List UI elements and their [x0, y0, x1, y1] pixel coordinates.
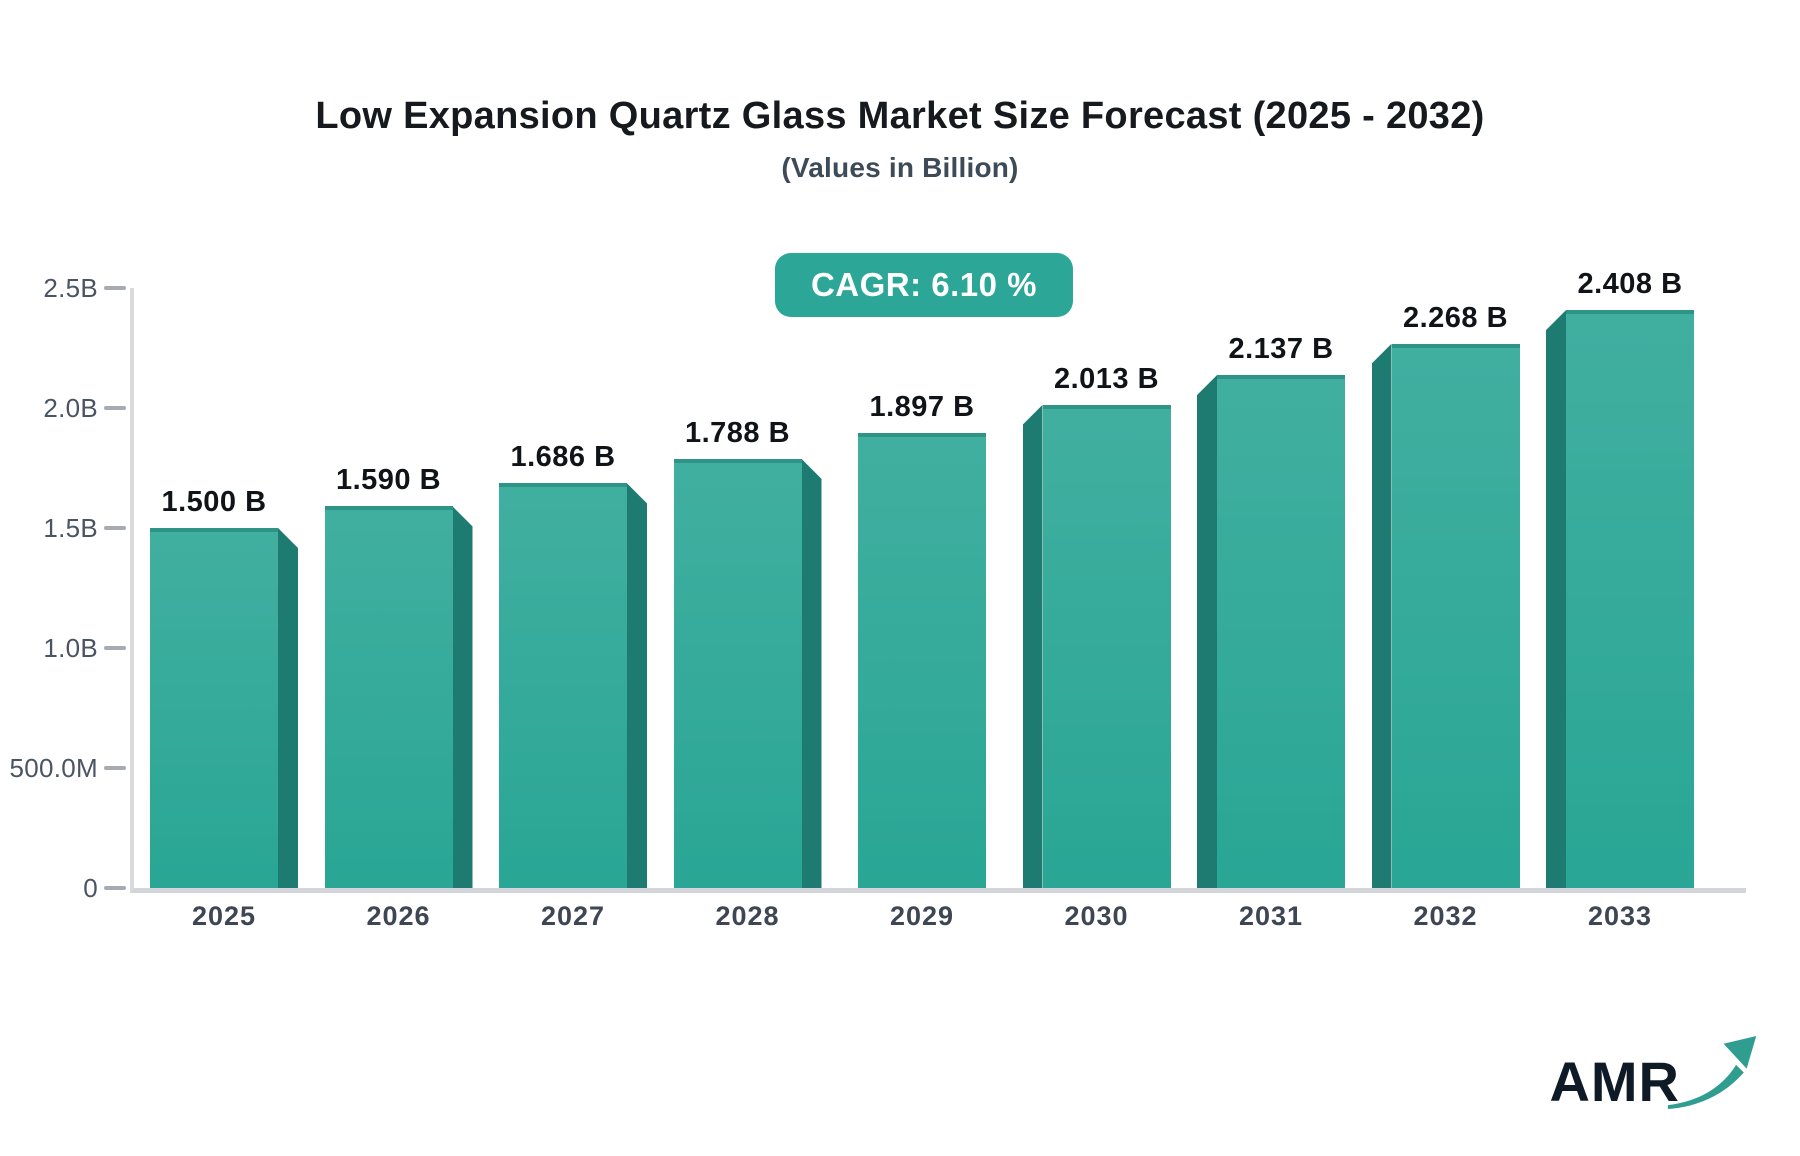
x-tick-label: 2030 [1064, 901, 1129, 931]
plot-area: 1.500 B 1.590 B 1.686 B 1.788 B 1.897 B 2.013… [130, 268, 1746, 893]
bar-2026: 1.590 B [324, 464, 473, 888]
x-tick-label: 2029 [889, 901, 955, 931]
bar-2029: 1.897 B [848, 391, 996, 888]
bar-side-face [1371, 343, 1392, 888]
trend-arrow-icon [1667, 1036, 1757, 1109]
x-tick-label: 2031 [1238, 901, 1304, 931]
bar-value-label: 1.897 B [869, 390, 975, 423]
bar-value-label: 2.408 B [1577, 268, 1683, 301]
x-tick-label: 2025 [191, 901, 257, 931]
bar-side-face [452, 506, 473, 888]
x-tick-label: 2027 [540, 901, 606, 931]
bar-2027: 1.686 B [499, 441, 647, 888]
y-tick-label: 1.0B [43, 633, 98, 663]
bar-face [499, 483, 627, 888]
bar-2025: 1.500 B [150, 486, 298, 888]
bar-value-label: 1.788 B [684, 416, 791, 449]
x-tick-label: 2033 [1587, 901, 1653, 931]
bar-2030: 2.013 B [1022, 363, 1171, 888]
y-tick-label: 2.5B [43, 273, 98, 303]
y-tick-dash [104, 406, 126, 410]
y-tick-dash [104, 286, 126, 290]
y-tick-dash [104, 766, 126, 770]
bar-face [673, 458, 802, 888]
bar-side-face [278, 528, 298, 888]
chart-subtitle: (Values in Billion) [781, 152, 1019, 183]
y-tick-dash [104, 526, 126, 530]
bar-value-label: 2.268 B [1402, 301, 1509, 334]
x-tick-label: 2028 [715, 901, 780, 931]
bar-2031: 2.137 B [1197, 333, 1345, 888]
amr-logo-text: AMR [1549, 1050, 1680, 1113]
x-axis: 2025 2026 2027 2028 2029 2030 2031 2032 2033 [134, 901, 1746, 941]
bar-2033: 2.408 B [1546, 268, 1694, 888]
bar-value-label: 2.013 B [1053, 362, 1160, 395]
bar-side-face [1022, 404, 1043, 888]
bar-face [1217, 375, 1345, 888]
cagr-badge: CAGR: 6.10 % [774, 253, 1074, 317]
bar-value-label: 1.686 B [510, 441, 616, 474]
bar-face [1391, 343, 1520, 888]
bar-2032: 2.268 B [1371, 302, 1520, 888]
bar-face [150, 528, 278, 888]
bar-face [324, 506, 453, 888]
y-tick-label: 500.0M [9, 753, 98, 783]
bar-face [1042, 404, 1171, 888]
amr-logo: AMR [1549, 1032, 1762, 1110]
y-tick-dash [104, 886, 126, 890]
y-tick-label: 1.5B [43, 513, 98, 543]
bar-side-face [627, 483, 647, 888]
bar-side-face [801, 458, 822, 888]
bar-side-face [1546, 310, 1566, 888]
bar-value-label: 2.137 B [1228, 333, 1334, 366]
bar-value-label: 1.590 B [335, 464, 442, 497]
bar-face [858, 432, 986, 888]
x-tick-label: 2032 [1413, 901, 1478, 931]
bar-2028: 1.788 B [673, 417, 822, 888]
chart-header: Low Expansion Quartz Glass Market Size F… [0, 0, 1800, 184]
bar-side-face [1197, 375, 1217, 888]
y-tick-label: 0 [83, 873, 98, 903]
y-axis: 2.5B 2.0B 1.5B 1.0B 500.0M 0 [0, 273, 130, 903]
bar-value-label: 1.500 B [161, 486, 267, 518]
y-tick-label: 2.0B [43, 393, 98, 423]
chart-title: Low Expansion Quartz Glass Market Size F… [315, 95, 1485, 137]
x-tick-label: 2026 [366, 901, 431, 931]
bar-face [1566, 310, 1694, 888]
y-tick-dash [104, 646, 126, 650]
